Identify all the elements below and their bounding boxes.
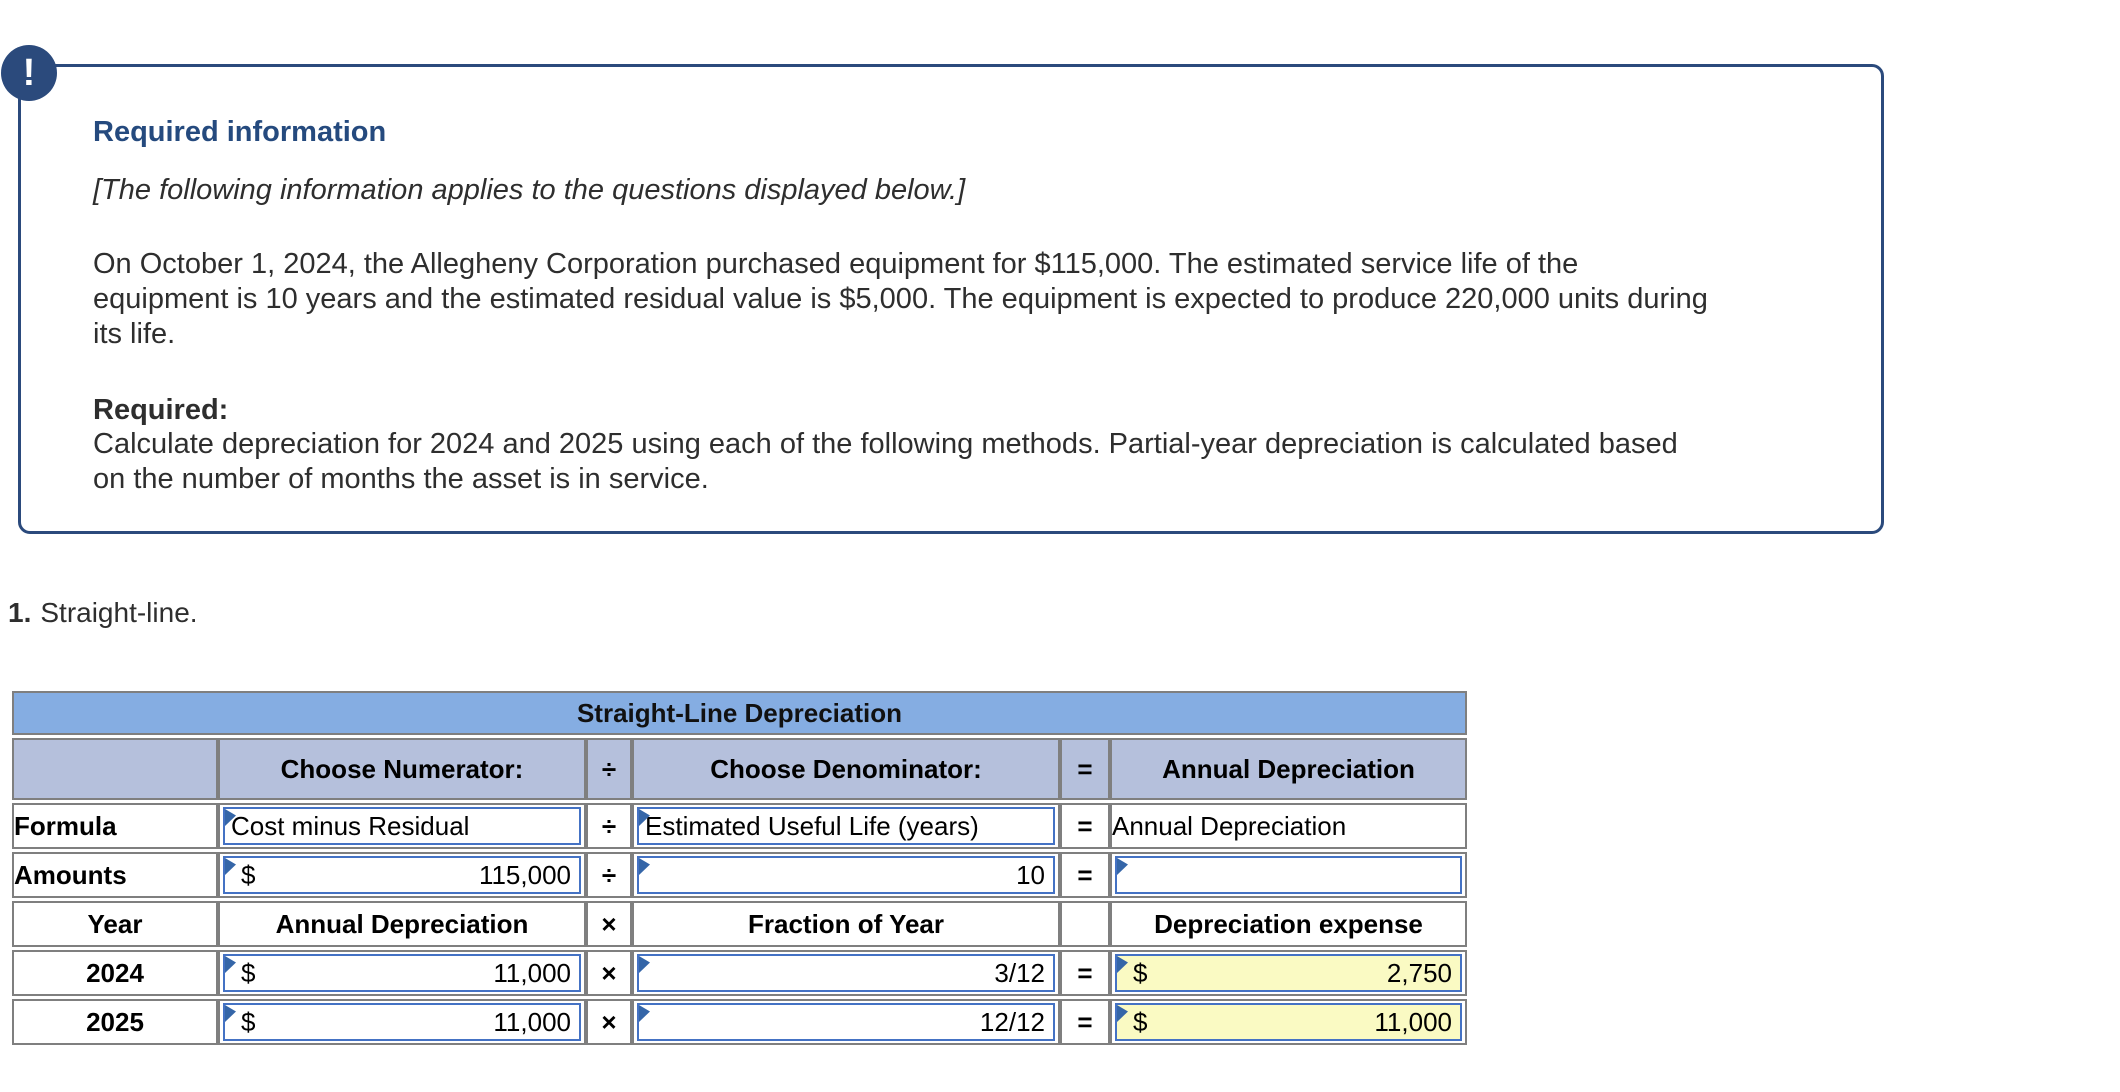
numerator-formula-input[interactable]: Cost minus Residual bbox=[223, 807, 581, 845]
currency-symbol: $ bbox=[241, 1006, 256, 1037]
numerator-formula-value: Cost minus Residual bbox=[231, 810, 470, 841]
annual-depreciation-2025-input[interactable]: $ 11,000 bbox=[223, 1003, 581, 1041]
currency-symbol: $ bbox=[241, 859, 256, 890]
straight-line-depreciation-table: Straight-Line Depreciation Choose Numera… bbox=[12, 688, 1467, 1048]
multiply-sign-2025: × bbox=[586, 999, 632, 1045]
header-empty-cell bbox=[12, 738, 218, 800]
year-header-expense: Depreciation expense bbox=[1110, 901, 1467, 947]
currency-symbol: $ bbox=[241, 957, 256, 988]
question-line: 1. Straight-line. bbox=[8, 597, 198, 629]
cell-marker-icon bbox=[1117, 956, 1128, 973]
denominator-formula-input[interactable]: Estimated Useful Life (years) bbox=[637, 807, 1055, 845]
header-choose-numerator: Choose Numerator: bbox=[218, 738, 586, 800]
cell-marker-icon bbox=[1117, 858, 1128, 875]
denominator-formula-value: Estimated Useful Life (years) bbox=[645, 810, 979, 841]
cell-marker-icon bbox=[639, 809, 650, 826]
annual-depreciation-2025-value: 11,000 bbox=[493, 1006, 571, 1037]
callout-title: Required information bbox=[93, 116, 387, 148]
question-number: 1. bbox=[8, 597, 32, 628]
numerator-amount-input[interactable]: $ 115,000 bbox=[223, 856, 581, 894]
depreciation-expense-2024-value: 2,750 bbox=[1386, 957, 1452, 988]
denominator-amount-input[interactable]: 10 bbox=[637, 856, 1055, 894]
denominator-amount-value: 10 bbox=[1016, 859, 1045, 890]
multiply-sign-2024: × bbox=[586, 950, 632, 996]
cell-marker-icon bbox=[639, 1005, 650, 1022]
currency-symbol: $ bbox=[1133, 957, 1148, 988]
cell-marker-icon bbox=[639, 858, 650, 875]
header-choose-denominator: Choose Denominator: bbox=[632, 738, 1060, 800]
header-equals-sign: = bbox=[1060, 738, 1110, 800]
fraction-2025-value: 12/12 bbox=[979, 1006, 1045, 1037]
cell-marker-icon bbox=[225, 858, 236, 875]
alert-icon: ! bbox=[1, 45, 57, 101]
annual-depreciation-2024-input[interactable]: $ 11,000 bbox=[223, 954, 581, 992]
formula-divide-sign: ÷ bbox=[586, 803, 632, 849]
formula-equals-sign: = bbox=[1060, 803, 1110, 849]
equals-sign-2024: = bbox=[1060, 950, 1110, 996]
header-annual-depreciation: Annual Depreciation bbox=[1110, 738, 1467, 800]
year-header-label: Year bbox=[12, 901, 218, 947]
cell-marker-icon bbox=[225, 809, 236, 826]
amounts-equals-sign: = bbox=[1060, 852, 1110, 898]
callout-note: [The following information applies to th… bbox=[93, 174, 966, 206]
cell-marker-icon bbox=[225, 956, 236, 973]
year-2025-label: 2025 bbox=[12, 999, 218, 1045]
year-header-annual: Annual Depreciation bbox=[218, 901, 586, 947]
cell-marker-icon bbox=[225, 1005, 236, 1022]
required-text: Calculate depreciation for 2024 and 2025… bbox=[93, 428, 1678, 495]
year-2024-label: 2024 bbox=[12, 950, 218, 996]
formula-result-label: Annual Depreciation bbox=[1110, 803, 1467, 849]
problem-statement: On October 1, 2024, the Allegheny Corpor… bbox=[93, 248, 1708, 350]
fraction-2024-value: 3/12 bbox=[994, 957, 1045, 988]
fraction-2024-input[interactable]: 3/12 bbox=[637, 954, 1055, 992]
depreciation-expense-2024-input[interactable]: $ 2,750 bbox=[1115, 954, 1462, 992]
year-header-fraction: Fraction of Year bbox=[632, 901, 1060, 947]
depreciation-expense-2025-input[interactable]: $ 11,000 bbox=[1115, 1003, 1462, 1041]
currency-symbol: $ bbox=[1133, 1006, 1148, 1037]
year-header-multiply-sign: × bbox=[586, 901, 632, 947]
cell-marker-icon bbox=[1117, 1005, 1128, 1022]
formula-row-label: Formula bbox=[12, 803, 218, 849]
annual-depreciation-result-input[interactable] bbox=[1115, 856, 1462, 894]
amounts-divide-sign: ÷ bbox=[586, 852, 632, 898]
required-label: Required: bbox=[93, 394, 229, 426]
fraction-2025-input[interactable]: 12/12 bbox=[637, 1003, 1055, 1041]
cell-marker-icon bbox=[639, 956, 650, 973]
year-header-empty-cell bbox=[1060, 901, 1110, 947]
required-information-callout: Required information [The following info… bbox=[18, 64, 1884, 534]
amounts-row-label: Amounts bbox=[12, 852, 218, 898]
depreciation-expense-2025-value: 11,000 bbox=[1374, 1006, 1452, 1037]
numerator-amount-value: 115,000 bbox=[478, 859, 571, 890]
table-title: Straight-Line Depreciation bbox=[12, 691, 1467, 735]
annual-depreciation-2024-value: 11,000 bbox=[493, 957, 571, 988]
equals-sign-2025: = bbox=[1060, 999, 1110, 1045]
header-divide-sign: ÷ bbox=[586, 738, 632, 800]
question-text: Straight-line. bbox=[40, 597, 198, 628]
